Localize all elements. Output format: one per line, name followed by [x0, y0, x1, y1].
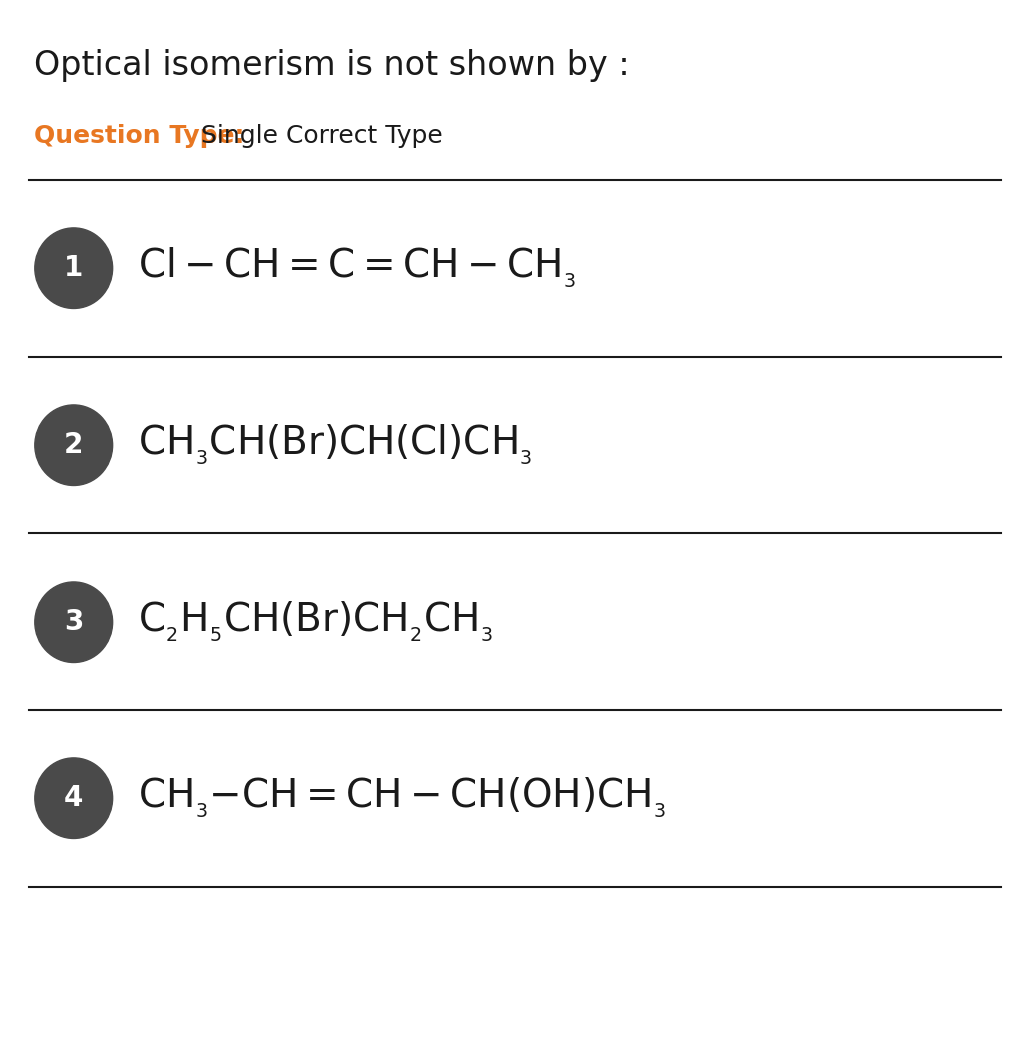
Text: 2: 2 [65, 431, 83, 459]
Circle shape [35, 582, 113, 662]
Text: $\mathregular{Cl-CH=C=CH-CH}_{_3}\mathregular{}$: $\mathregular{Cl-CH=C=CH-CH}_{_3}\mathre… [138, 246, 577, 290]
Circle shape [35, 405, 113, 485]
Text: Single Correct Type: Single Correct Type [193, 124, 442, 147]
Text: $\mathregular{CH}_{_3}\mathregular{-CH=CH-CH(OH)CH}_{_3}\mathregular{}$: $\mathregular{CH}_{_3}\mathregular{-CH=C… [138, 776, 666, 820]
Text: $\mathregular{CH}_{_3}\mathregular{CH(Br)CH(Cl)CH}_{_3}\mathregular{}$: $\mathregular{CH}_{_3}\mathregular{CH(Br… [138, 423, 532, 467]
Text: 1: 1 [65, 254, 83, 282]
Text: Optical isomerism is not shown by :: Optical isomerism is not shown by : [34, 49, 630, 83]
Circle shape [35, 758, 113, 838]
Text: 3: 3 [65, 608, 83, 636]
Text: Question Type:: Question Type: [34, 124, 244, 147]
Text: $\mathregular{C}_{_2}\mathregular{H}_{_5}\mathregular{CH(Br)CH}_{_2}\mathregular: $\mathregular{C}_{_2}\mathregular{H}_{_5… [138, 600, 494, 644]
Text: 4: 4 [65, 784, 83, 812]
Circle shape [35, 228, 113, 308]
